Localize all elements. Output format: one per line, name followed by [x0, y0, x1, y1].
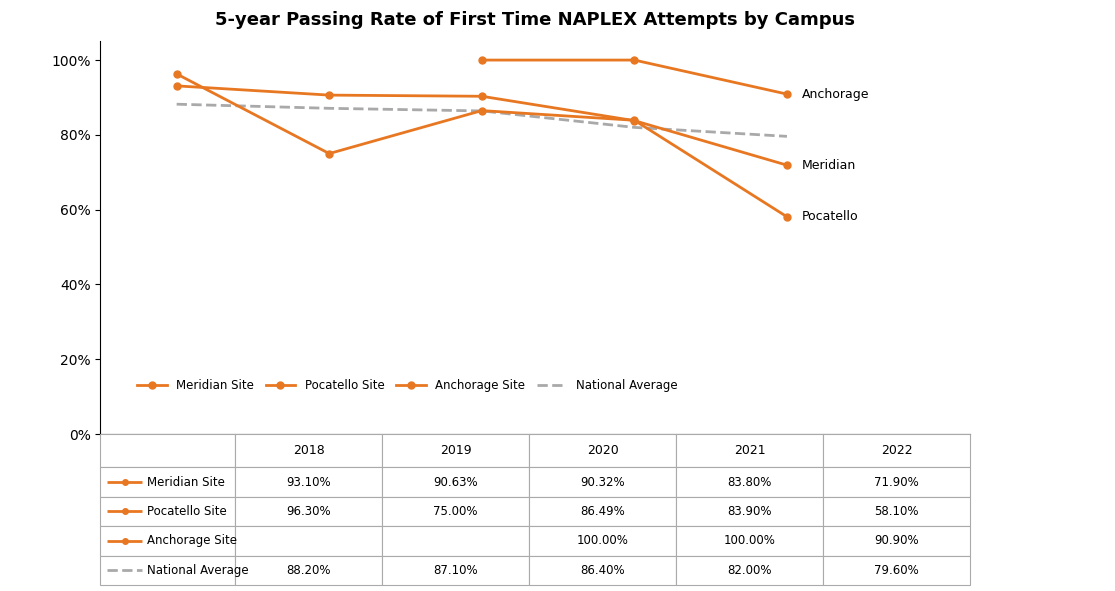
- Text: 2021: 2021: [734, 444, 765, 457]
- Text: 58.10%: 58.10%: [874, 505, 919, 518]
- FancyBboxPatch shape: [530, 526, 676, 556]
- FancyBboxPatch shape: [100, 467, 235, 496]
- Text: 83.80%: 83.80%: [727, 476, 772, 489]
- FancyBboxPatch shape: [382, 467, 530, 496]
- Text: Pocatello: Pocatello: [802, 210, 859, 223]
- FancyBboxPatch shape: [100, 526, 235, 556]
- FancyBboxPatch shape: [235, 434, 382, 467]
- FancyBboxPatch shape: [530, 496, 676, 526]
- FancyBboxPatch shape: [100, 496, 235, 526]
- Text: 86.49%: 86.49%: [580, 505, 626, 518]
- Text: National Average: National Average: [147, 564, 249, 577]
- Text: 2018: 2018: [293, 444, 324, 457]
- Legend: Meridian Site, Pocatello Site, Anchorage Site, National Average: Meridian Site, Pocatello Site, Anchorage…: [133, 374, 682, 397]
- FancyBboxPatch shape: [235, 556, 382, 585]
- Text: 96.30%: 96.30%: [287, 505, 331, 518]
- Text: 100.00%: 100.00%: [724, 534, 776, 547]
- FancyBboxPatch shape: [676, 496, 823, 526]
- FancyBboxPatch shape: [235, 526, 382, 556]
- FancyBboxPatch shape: [823, 526, 970, 556]
- Text: 87.10%: 87.10%: [434, 564, 478, 577]
- FancyBboxPatch shape: [530, 434, 676, 467]
- FancyBboxPatch shape: [676, 434, 823, 467]
- Title: 5-year Passing Rate of First Time NAPLEX Attempts by Campus: 5-year Passing Rate of First Time NAPLEX…: [215, 11, 855, 29]
- Text: Pocatello Site: Pocatello Site: [147, 505, 227, 518]
- Text: 79.60%: 79.60%: [874, 564, 919, 577]
- FancyBboxPatch shape: [235, 467, 382, 496]
- Text: Meridian Site: Meridian Site: [147, 476, 225, 489]
- FancyBboxPatch shape: [382, 496, 530, 526]
- FancyBboxPatch shape: [823, 434, 970, 467]
- FancyBboxPatch shape: [100, 556, 235, 585]
- FancyBboxPatch shape: [823, 496, 970, 526]
- Text: Anchorage Site: Anchorage Site: [147, 534, 237, 547]
- Text: 90.32%: 90.32%: [580, 476, 624, 489]
- Text: 71.90%: 71.90%: [874, 476, 919, 489]
- FancyBboxPatch shape: [676, 556, 823, 585]
- Text: 86.40%: 86.40%: [580, 564, 624, 577]
- FancyBboxPatch shape: [676, 467, 823, 496]
- Text: Anchorage: Anchorage: [802, 87, 870, 100]
- FancyBboxPatch shape: [235, 496, 382, 526]
- FancyBboxPatch shape: [100, 434, 235, 467]
- Text: 2020: 2020: [586, 444, 619, 457]
- FancyBboxPatch shape: [530, 467, 676, 496]
- Text: 100.00%: 100.00%: [576, 534, 629, 547]
- FancyBboxPatch shape: [823, 467, 970, 496]
- FancyBboxPatch shape: [530, 556, 676, 585]
- FancyBboxPatch shape: [382, 434, 530, 467]
- Text: 2022: 2022: [881, 444, 912, 457]
- Text: 82.00%: 82.00%: [727, 564, 772, 577]
- Text: 93.10%: 93.10%: [287, 476, 331, 489]
- Text: 90.63%: 90.63%: [434, 476, 478, 489]
- Text: 83.90%: 83.90%: [727, 505, 772, 518]
- FancyBboxPatch shape: [676, 526, 823, 556]
- Text: Meridian: Meridian: [802, 158, 856, 171]
- FancyBboxPatch shape: [382, 526, 530, 556]
- Text: 90.90%: 90.90%: [874, 534, 919, 547]
- Text: 88.20%: 88.20%: [287, 564, 331, 577]
- Text: 75.00%: 75.00%: [434, 505, 478, 518]
- FancyBboxPatch shape: [823, 556, 970, 585]
- FancyBboxPatch shape: [382, 556, 530, 585]
- Text: 2019: 2019: [439, 444, 472, 457]
